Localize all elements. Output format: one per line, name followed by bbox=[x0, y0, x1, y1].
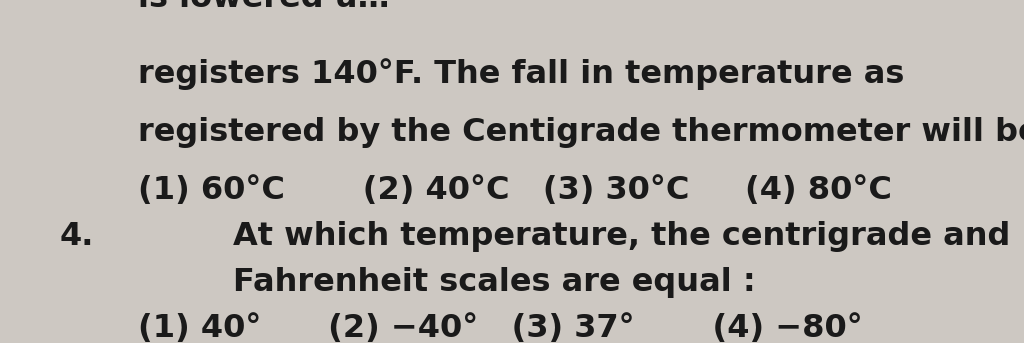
Text: registered by the Centigrade thermometer will be:: registered by the Centigrade thermometer… bbox=[138, 117, 1024, 147]
Text: Fahrenheit scales are equal :: Fahrenheit scales are equal : bbox=[233, 268, 756, 298]
Text: 4.: 4. bbox=[59, 221, 94, 252]
Text: registers 140°F. The fall in temperature as: registers 140°F. The fall in temperature… bbox=[138, 58, 904, 90]
Text: (1) 40°      (2) −40°   (3) 37°       (4) −80°: (1) 40° (2) −40° (3) 37° (4) −80° bbox=[138, 313, 863, 343]
Text: (1) 60°C       (2) 40°C   (3) 30°C     (4) 80°C: (1) 60°C (2) 40°C (3) 30°C (4) 80°C bbox=[138, 175, 892, 206]
Text: At which temperature, the centrigrade and: At which temperature, the centrigrade an… bbox=[233, 221, 1011, 252]
Text: is lowered u…: is lowered u… bbox=[138, 0, 390, 14]
